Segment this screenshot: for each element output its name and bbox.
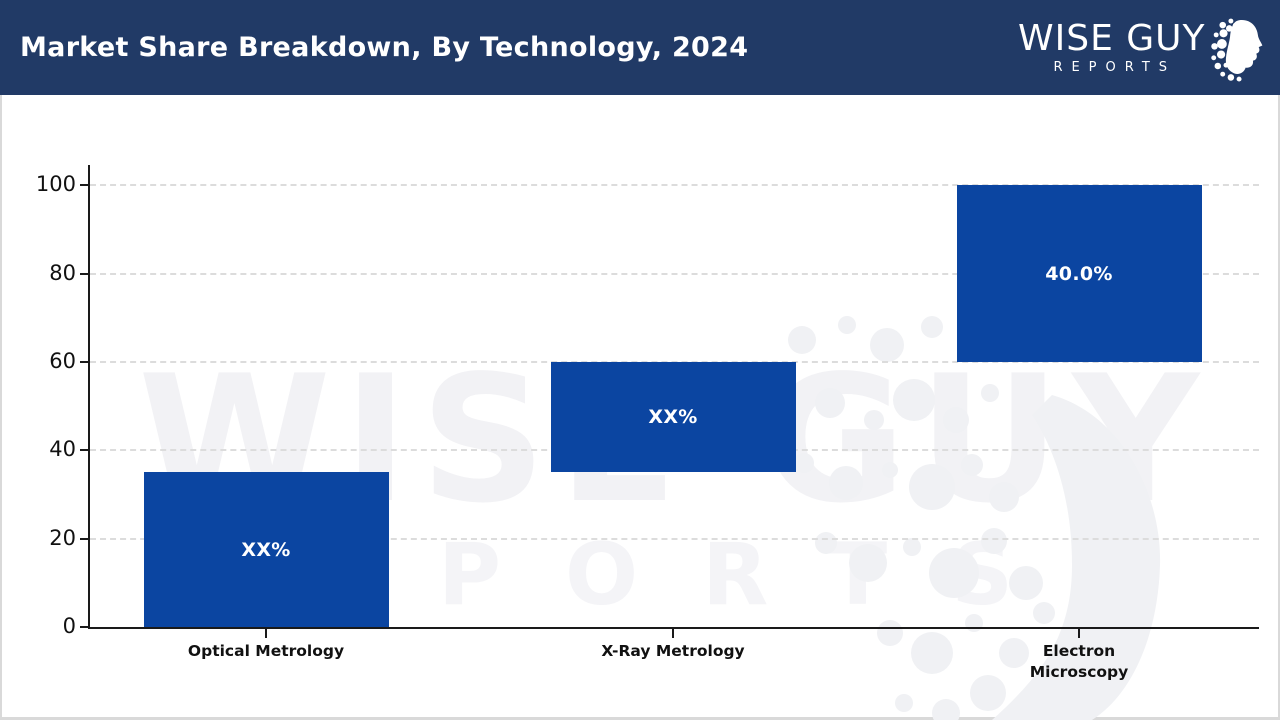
x-tick-1 [672,629,674,638]
x-axis-label-line: Optical Metrology [187,642,345,660]
y-tick-100 [80,184,88,187]
bar-electron-microscopy: 40.0% [956,185,1202,363]
x-tick-2 [1078,629,1080,638]
x-axis-label-line: Microscopy [1029,663,1129,681]
x-axis-label-2: Electron Microscopy [969,641,1189,683]
logo-text: WISE GUY REPORTS [1018,18,1206,76]
bar-value-label: XX% [648,406,698,429]
y-tick-label-0: 0 [62,614,76,638]
watermark-face-dots [779,316,1161,720]
gridline-20 [90,537,1259,540]
y-tick-40 [80,449,88,452]
chart-area: WISE GUY REPORTS [0,95,1280,720]
x-axis-line [88,627,1259,629]
bar-optical-metrology: XX% [143,472,389,627]
y-tick-0 [80,626,88,628]
y-tick-label-80: 80 [49,260,76,285]
y-tick-label-100: 100 [35,172,76,197]
y-tick-label-20: 20 [49,525,76,550]
x-tick-0 [265,629,267,638]
logo-name: WISE GUY [1018,18,1206,59]
y-axis-line [88,165,90,629]
x-axis-label-line: X-Ray Metrology [601,642,745,660]
header-bar: Market Share Breakdown, By Technology, 2… [0,0,1280,95]
chart-title: Market Share Breakdown, By Technology, 2… [20,32,749,63]
gridline-100 [90,184,1259,187]
y-tick-20 [80,537,88,540]
bar-value-label: 40.0% [1045,262,1113,285]
logo-subtitle: REPORTS [1053,60,1177,75]
y-tick-label-60: 60 [49,349,76,374]
bar-value-label: XX% [241,538,291,561]
y-tick-80 [80,272,88,275]
y-tick-60 [80,361,88,364]
gridline-80 [90,272,1259,275]
bar-x-ray-metrology: XX% [550,362,796,473]
wise-guy-logo: WISE GUY REPORTS [1018,6,1268,90]
x-axis-label-line: Electron [1042,642,1116,660]
wise-guy-logo-face-icon [1210,18,1262,82]
y-tick-label-40: 40 [49,437,76,462]
x-axis-label-1: X-Ray Metrology [563,641,783,662]
x-axis-label-0: Optical Metrology [156,641,376,662]
